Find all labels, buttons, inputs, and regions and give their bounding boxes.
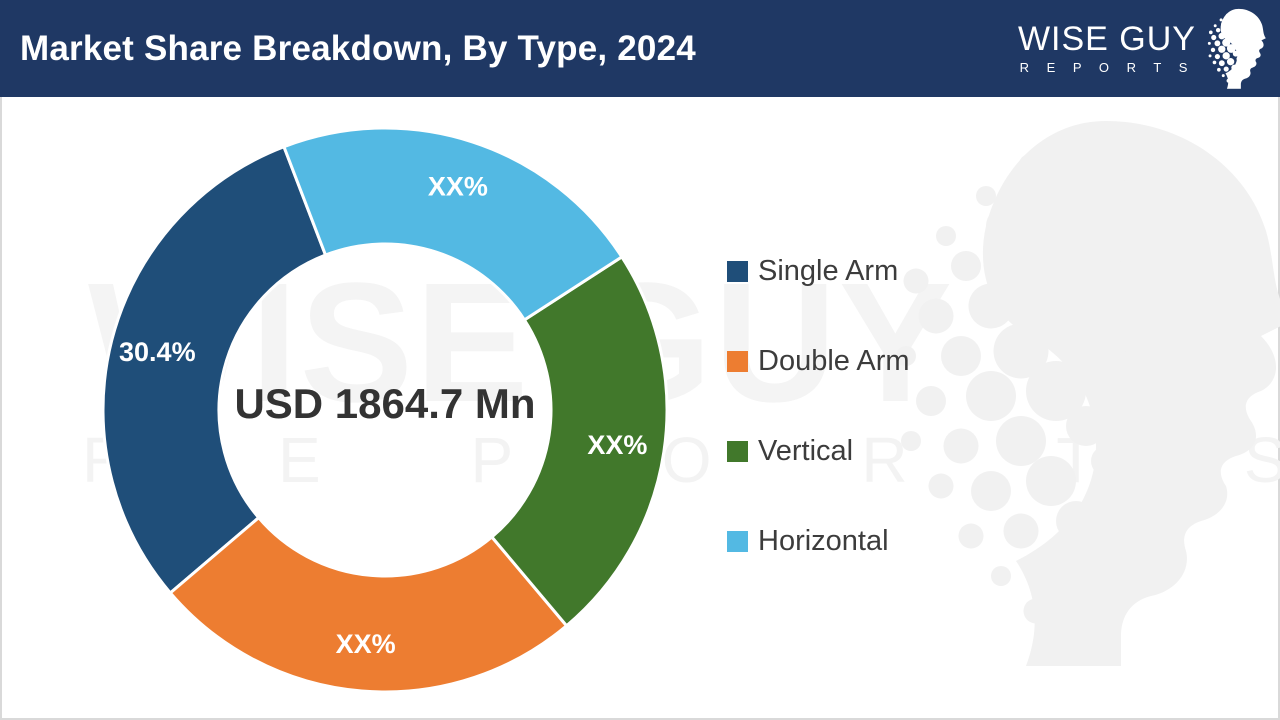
slice-value-label: 30.4%	[119, 337, 196, 367]
legend-swatch-single-arm	[727, 260, 748, 282]
slice-value-label: XX%	[428, 172, 488, 202]
chart-legend: Single Arm Double Arm Vertical Horizonta…	[727, 253, 910, 559]
donut-slice-single-arm	[101, 144, 328, 596]
logo-head-icon	[1202, 8, 1268, 89]
legend-label: Vertical	[758, 434, 854, 467]
logo-wordmark: WISE GUY	[1017, 20, 1196, 59]
donut-slice-double-arm	[168, 515, 569, 694]
legend-swatch-horizontal	[727, 530, 748, 552]
logo-reports-line: R E P O R T S	[1019, 59, 1195, 75]
logo-wordmark-block: WISE GUY R E P O R T S	[1017, 20, 1196, 75]
wise-guy-logo: WISE GUY R E P O R T S	[1018, 8, 1268, 89]
page-title: Market Share Breakdown, By Type, 2024	[20, 28, 696, 68]
legend-label: Double Arm	[758, 344, 910, 377]
legend-item-double-arm: Double Arm	[727, 343, 910, 379]
donut-slice-horizontal	[282, 126, 624, 322]
header-bar: Market Share Breakdown, By Type, 2024 WI…	[0, 0, 1280, 97]
donut-slice-vertical	[489, 254, 669, 628]
legend-item-horizontal: Horizontal	[727, 523, 910, 559]
donut-chart-svg: 30.4% XX% XX% XX%	[101, 126, 669, 694]
legend-swatch-vertical	[727, 440, 748, 462]
slice-value-label: XX%	[587, 430, 647, 460]
legend-swatch-double-arm	[727, 350, 748, 372]
legend-item-vertical: Vertical	[727, 433, 910, 469]
legend-label: Horizontal	[758, 524, 889, 557]
legend-item-single-arm: Single Arm	[727, 253, 910, 289]
chart-center-value: USD 1864.7 Mn	[234, 380, 536, 427]
slice-value-label: XX%	[336, 629, 396, 659]
legend-label: Single Arm	[758, 254, 899, 287]
